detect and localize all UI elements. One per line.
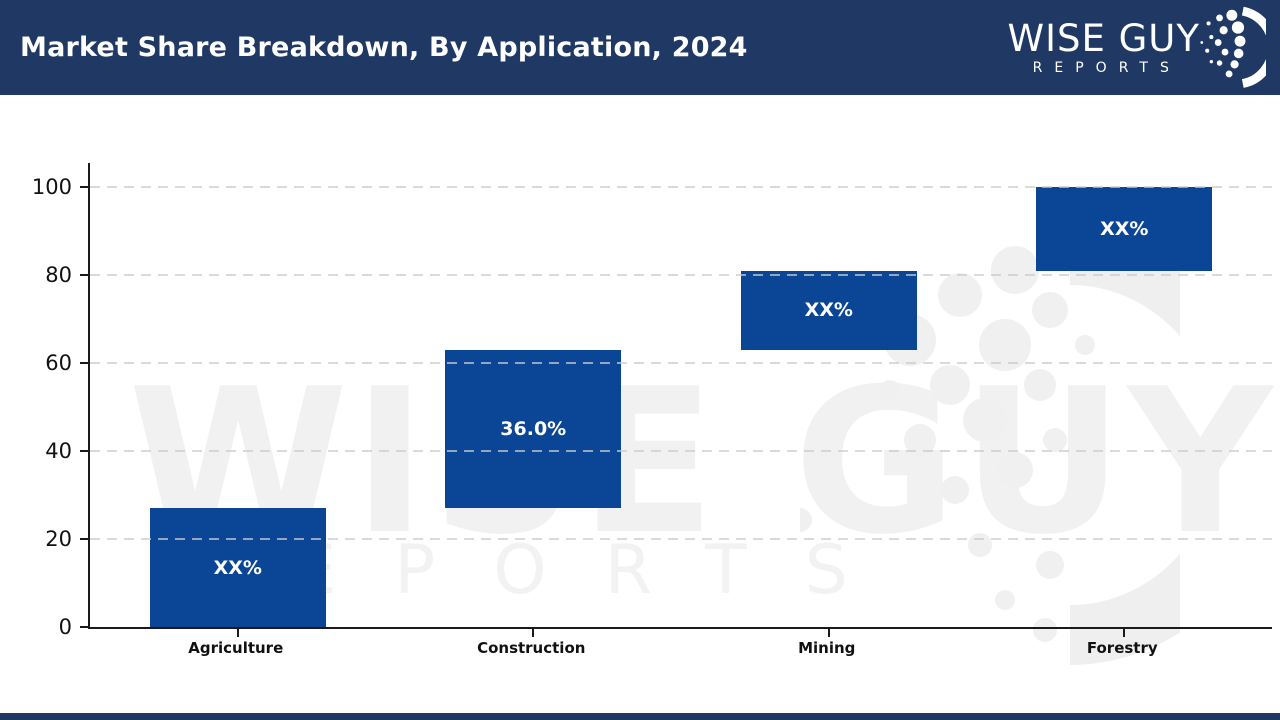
bar-construction: 36.0%: [445, 349, 622, 509]
logo-name-text: WISE GUY: [1007, 17, 1200, 60]
y-tick-label: 0: [58, 615, 72, 639]
chart-figure: WISE GUY REPORTS XX% 36.0% XX% XX% 0 20 40 60 8…: [0, 95, 1280, 713]
bar-value-label: XX%: [1100, 217, 1149, 240]
y-tick-label: 80: [45, 263, 72, 288]
y-tick-mark: [80, 538, 88, 541]
page-title: Market Share Breakdown, By Application, …: [20, 32, 748, 63]
logo-wordmark: WISE GUY REPORTS: [1008, 20, 1200, 75]
logo: WISE GUY REPORTS: [1008, 6, 1266, 90]
logo-head-icon: [1200, 6, 1266, 88]
category-label: Mining: [798, 639, 856, 657]
watermark-head-graphic: [800, 225, 1180, 665]
x-tick-mark: [1123, 629, 1126, 637]
y-tick-mark: [80, 274, 88, 277]
bar-forestry: XX%: [1036, 187, 1213, 271]
footer-bar: [0, 713, 1280, 720]
gridline: [90, 362, 1272, 365]
y-tick-mark: [80, 186, 88, 189]
y-tick-mark: [80, 362, 88, 365]
y-tick-label: 20: [45, 527, 72, 552]
category-label: Construction: [477, 639, 586, 657]
header: Market Share Breakdown, By Application, …: [0, 0, 1280, 95]
y-tick-label: 100: [31, 175, 72, 200]
bar-value-label: XX%: [804, 299, 853, 322]
y-tick-label: 60: [45, 351, 72, 376]
bar-value-label: 36.0%: [500, 418, 567, 441]
y-tick-mark: [80, 450, 88, 453]
gridline: [90, 538, 1272, 541]
y-axis-labels: 0 20 40 60 80 100: [0, 163, 72, 639]
x-tick-mark: [532, 629, 535, 637]
bar-agriculture: XX%: [149, 508, 326, 627]
y-tick-label: 40: [45, 439, 72, 464]
category-axis: Agriculture Construction Mining Forestry: [88, 627, 1270, 667]
category-label: Forestry: [1086, 639, 1158, 657]
bar-mining: XX%: [740, 270, 917, 350]
x-tick-mark: [827, 629, 830, 637]
gridline: [90, 274, 1272, 277]
x-tick-mark: [236, 629, 239, 637]
category-label: Agriculture: [188, 639, 284, 657]
gridline: [90, 186, 1272, 189]
plot-area: XX% 36.0% XX% XX%: [80, 163, 1272, 637]
y-tick-mark: [80, 626, 88, 628]
bar-value-label: XX%: [213, 556, 262, 579]
logo-subtitle-text: REPORTS: [1032, 60, 1181, 76]
gridline: [90, 450, 1272, 453]
